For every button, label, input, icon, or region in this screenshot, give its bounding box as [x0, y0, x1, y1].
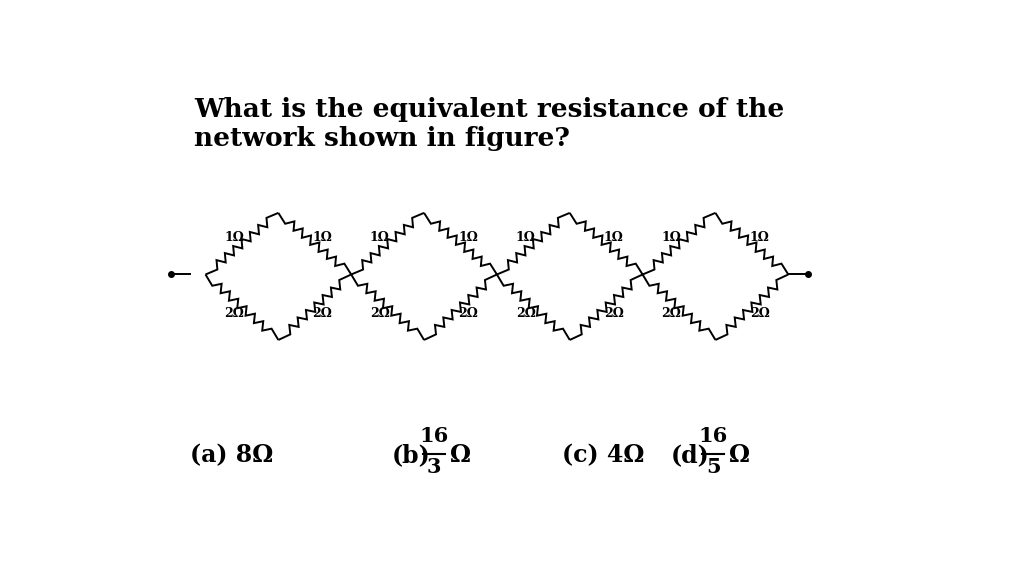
Text: 3: 3: [427, 457, 441, 477]
Text: 1Ω: 1Ω: [459, 231, 478, 244]
Text: (b): (b): [391, 443, 430, 467]
Text: 2Ω: 2Ω: [604, 307, 624, 320]
Text: 16: 16: [420, 426, 449, 446]
Text: 1Ω: 1Ω: [224, 231, 244, 244]
Text: (c) 4Ω: (c) 4Ω: [562, 443, 644, 467]
Text: 1Ω: 1Ω: [662, 231, 681, 244]
Text: 2Ω: 2Ω: [370, 307, 390, 320]
Text: 2Ω: 2Ω: [312, 307, 333, 320]
Text: 1Ω: 1Ω: [604, 231, 624, 244]
Text: 1Ω: 1Ω: [750, 231, 770, 244]
Text: What is the equivalent resistance of the: What is the equivalent resistance of the: [194, 97, 784, 123]
Text: 2Ω: 2Ω: [459, 307, 478, 320]
Text: Ω: Ω: [729, 443, 750, 467]
Text: 1Ω: 1Ω: [370, 231, 390, 244]
Text: 1Ω: 1Ω: [516, 231, 536, 244]
Text: 2Ω: 2Ω: [750, 307, 770, 320]
Text: 2Ω: 2Ω: [516, 307, 536, 320]
Text: 1Ω: 1Ω: [312, 231, 333, 244]
Text: 2Ω: 2Ω: [224, 307, 244, 320]
Text: network shown in figure?: network shown in figure?: [194, 126, 569, 151]
Text: 2Ω: 2Ω: [662, 307, 681, 320]
Text: 16: 16: [698, 426, 728, 446]
Text: Ω: Ω: [450, 443, 471, 467]
Text: (a) 8Ω: (a) 8Ω: [190, 443, 273, 467]
Text: 5: 5: [706, 457, 721, 477]
Text: (d): (d): [671, 443, 710, 467]
